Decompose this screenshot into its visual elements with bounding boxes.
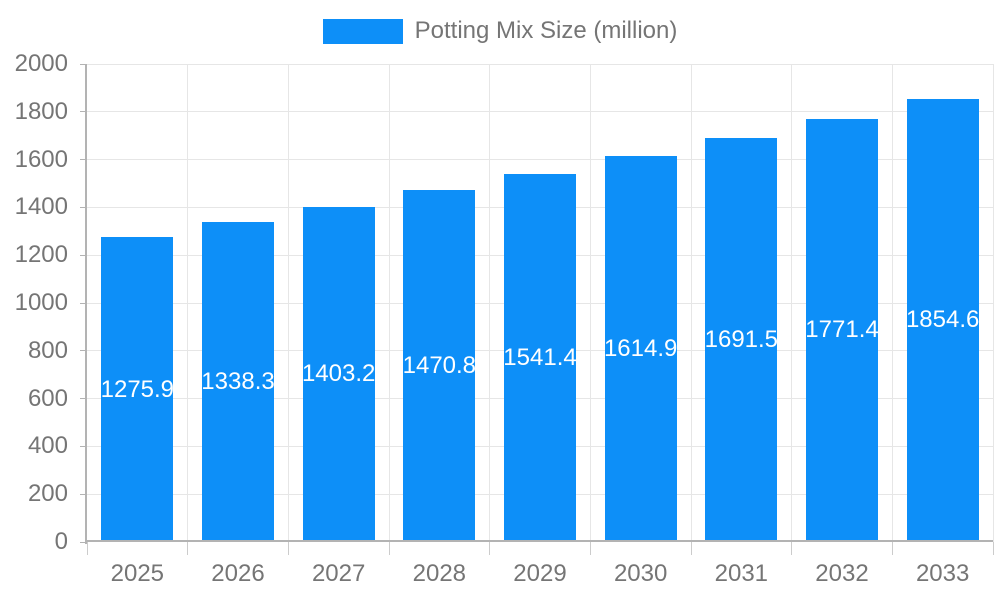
y-axis-tick <box>80 445 87 447</box>
bar-value-label: 1854.6 <box>905 306 980 334</box>
x-axis-tick <box>287 542 289 555</box>
x-axis-label: 2030 <box>613 560 668 587</box>
bar-value-label: 1275.9 <box>100 375 175 403</box>
bar-value-label: 1541.4 <box>503 343 577 371</box>
bar-value-label: 1691.5 <box>704 325 779 353</box>
bar-2031 <box>705 137 778 542</box>
legend-label: Potting Mix Size (million) <box>414 17 678 44</box>
gridline-vertical <box>187 64 189 542</box>
gridline-vertical <box>690 64 692 542</box>
x-axis-tick <box>690 542 692 555</box>
y-axis-label: 200 <box>27 480 68 508</box>
x-axis-tick <box>589 542 591 555</box>
gridline-horizontal <box>87 111 993 113</box>
y-axis-label: 0 <box>54 528 68 555</box>
chart-legend: Potting Mix Size (million) <box>0 17 1000 45</box>
y-axis-tick <box>80 302 87 304</box>
gridline-vertical <box>992 64 994 542</box>
x-axis-tick <box>187 542 189 555</box>
x-axis-tick <box>891 542 893 555</box>
y-axis-tick <box>80 63 87 65</box>
bar-2032 <box>806 118 878 542</box>
gridline-vertical <box>891 64 893 542</box>
y-axis-tick <box>80 159 87 161</box>
y-axis-label: 1600 <box>14 145 68 173</box>
y-axis-tick <box>80 111 87 113</box>
bar-value-label: 1771.4 <box>805 316 879 344</box>
y-axis-tick <box>80 254 87 256</box>
bar-2028 <box>403 190 476 542</box>
y-axis-label: 600 <box>27 384 68 412</box>
bar-2029 <box>504 173 576 542</box>
x-axis-tick <box>86 542 88 555</box>
y-axis-label: 1000 <box>14 289 68 316</box>
bar-2030 <box>604 156 677 542</box>
legend-swatch <box>322 18 403 44</box>
gridline-horizontal <box>87 159 993 161</box>
x-axis-label: 2026 <box>211 560 265 587</box>
y-axis-tick <box>80 350 87 352</box>
gridline-horizontal <box>87 63 993 65</box>
bar-value-label: 1403.2 <box>301 360 376 388</box>
x-axis-label: 2032 <box>815 560 869 587</box>
gridline-vertical <box>589 64 591 542</box>
y-axis-label: 1200 <box>14 241 68 269</box>
gridline-vertical <box>489 64 491 542</box>
y-axis-tick <box>80 493 87 495</box>
x-axis-line <box>85 540 993 542</box>
bar-2026 <box>202 222 274 542</box>
y-axis-label: 1800 <box>14 97 68 125</box>
x-axis-label: 2025 <box>110 560 165 587</box>
y-axis-tick <box>80 541 87 543</box>
gridline-vertical <box>388 64 390 542</box>
gridline-vertical <box>791 64 793 542</box>
bar-2027 <box>302 206 375 542</box>
bar-value-label: 1338.3 <box>201 368 275 396</box>
y-axis-label: 800 <box>27 336 68 364</box>
x-axis-tick <box>489 542 491 555</box>
y-axis-label: 400 <box>27 432 68 460</box>
y-axis-label: 2000 <box>14 50 68 77</box>
x-axis-tick <box>992 542 994 555</box>
x-axis-label: 2033 <box>915 560 970 587</box>
x-axis-tick <box>388 542 390 555</box>
y-axis-tick <box>80 398 87 400</box>
bar-value-label: 1470.8 <box>402 352 477 380</box>
y-axis-tick <box>80 206 87 208</box>
x-axis-label: 2028 <box>412 560 467 587</box>
y-axis-line <box>85 64 87 544</box>
x-axis-label: 2031 <box>714 560 769 587</box>
bar-2025 <box>101 237 174 542</box>
x-axis-label: 2027 <box>311 560 366 587</box>
bar-2033 <box>906 98 979 542</box>
x-axis-tick <box>791 542 793 555</box>
gridline-vertical <box>287 64 289 542</box>
x-axis-label: 2029 <box>513 560 567 587</box>
bar-value-label: 1614.9 <box>603 335 678 363</box>
y-axis-label: 1400 <box>14 193 68 221</box>
